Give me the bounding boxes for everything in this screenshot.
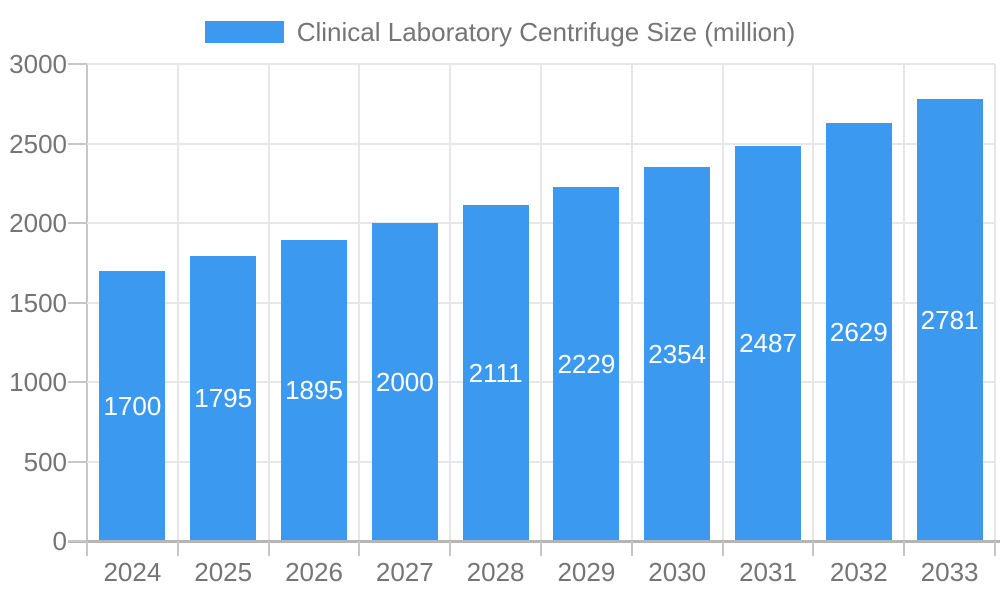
y-axis-tick bbox=[68, 381, 87, 383]
bar-2032[interactable]: 2629 bbox=[825, 122, 892, 541]
bar-value-label: 2229 bbox=[557, 348, 616, 379]
gridline-vertical bbox=[721, 64, 724, 541]
x-axis-tick-label: 2028 bbox=[466, 557, 525, 587]
gridline-vertical bbox=[358, 64, 361, 541]
x-axis-tick bbox=[176, 541, 179, 556]
x-axis-tick bbox=[994, 541, 996, 556]
x-axis-tick bbox=[630, 541, 633, 556]
bar-value-label: 1700 bbox=[103, 390, 162, 421]
y-axis-tick bbox=[68, 222, 87, 224]
y-axis-tick-label: 500 bbox=[23, 446, 67, 477]
bar-value-label: 2111 bbox=[468, 358, 523, 389]
x-axis-tick bbox=[903, 541, 906, 556]
x-axis-line bbox=[68, 540, 1000, 543]
x-axis-tick bbox=[86, 541, 88, 556]
legend-label: Clinical Laboratory Centrifuge Size (mil… bbox=[296, 17, 796, 47]
x-axis-tick bbox=[358, 541, 361, 556]
x-axis-tick-label: 2026 bbox=[285, 557, 343, 587]
x-axis-tick-label: 2027 bbox=[375, 557, 434, 587]
gridline-vertical bbox=[449, 64, 452, 541]
y-axis-tick-label: 2000 bbox=[9, 208, 67, 238]
x-axis-tick-label: 2029 bbox=[557, 557, 616, 587]
legend: Clinical Laboratory Centrifuge Size (mil… bbox=[0, 19, 1000, 45]
x-axis-tick-label: 2033 bbox=[920, 557, 979, 587]
y-axis-tick-label: 0 bbox=[52, 526, 67, 556]
x-axis-tick-label: 2030 bbox=[648, 557, 707, 587]
x-axis-tick-label: 2025 bbox=[194, 557, 253, 587]
x-axis-tick bbox=[449, 541, 452, 556]
y-axis-tick-label: 2500 bbox=[9, 128, 67, 159]
legend-swatch bbox=[204, 21, 284, 43]
bar-value-label: 2781 bbox=[920, 304, 979, 335]
bar-2033[interactable]: 2781 bbox=[916, 98, 983, 541]
plot-area: 1700 1795 1895 2000 2111 2229 2354 2487 2629 2781 bbox=[87, 63, 996, 541]
gridline-vertical bbox=[267, 64, 270, 541]
y-axis-tick-label: 1500 bbox=[9, 287, 67, 318]
y-axis-tick-label: 3000 bbox=[9, 49, 67, 79]
x-axis-tick bbox=[721, 541, 724, 556]
gridline-vertical bbox=[540, 64, 542, 541]
y-axis-tick bbox=[68, 142, 87, 145]
y-axis-tick bbox=[68, 540, 87, 542]
bar-value-label: 2000 bbox=[375, 367, 434, 397]
bar-value-label: 2629 bbox=[829, 316, 888, 347]
y-axis-tick-label: 1000 bbox=[9, 367, 67, 397]
y-axis-tick bbox=[68, 301, 87, 304]
bar-2028[interactable]: 2111 bbox=[462, 205, 529, 541]
gridline-vertical bbox=[994, 64, 996, 541]
x-axis-tick-label: 2031 bbox=[739, 557, 797, 587]
bar-2030[interactable]: 2354 bbox=[644, 166, 711, 541]
bar-value-label: 1795 bbox=[194, 383, 253, 414]
bar-2031[interactable]: 2487 bbox=[735, 145, 801, 541]
bar-value-label: 2354 bbox=[648, 338, 707, 369]
y-axis-tick bbox=[68, 63, 87, 65]
bar-2025[interactable]: 1795 bbox=[190, 255, 257, 541]
x-axis-tick-label: 2024 bbox=[103, 557, 162, 587]
bar-2029[interactable]: 2229 bbox=[553, 186, 620, 541]
gridline-vertical bbox=[176, 64, 179, 541]
bar-value-label: 1895 bbox=[285, 375, 343, 406]
x-axis-tick bbox=[540, 541, 542, 556]
bar-2026[interactable]: 1895 bbox=[281, 239, 347, 541]
x-axis-tick bbox=[812, 541, 815, 556]
gridline-vertical bbox=[903, 64, 906, 541]
bar-value-label: 2487 bbox=[739, 328, 797, 359]
bar-2024[interactable]: 1700 bbox=[99, 270, 166, 541]
bar-2027[interactable]: 2000 bbox=[371, 223, 438, 541]
gridline-vertical bbox=[630, 64, 633, 541]
gridline-vertical bbox=[812, 64, 815, 541]
y-axis-tick bbox=[68, 460, 87, 463]
x-axis-tick-label: 2032 bbox=[829, 557, 888, 587]
x-axis-tick bbox=[267, 541, 270, 556]
